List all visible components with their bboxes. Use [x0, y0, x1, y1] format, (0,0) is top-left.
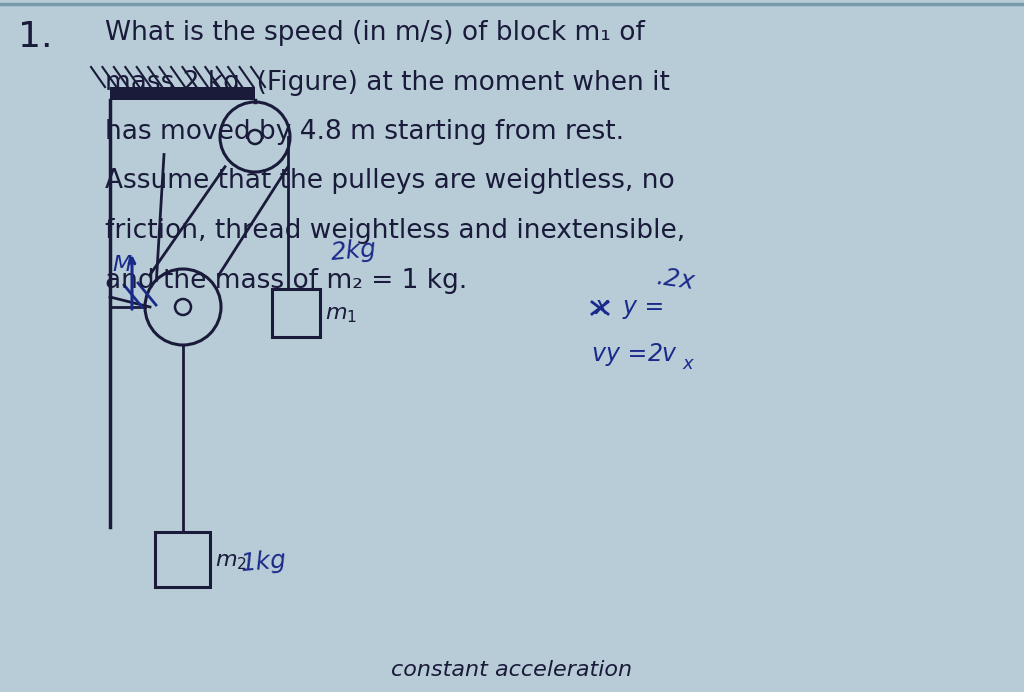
Text: constant acceleration: constant acceleration: [391, 660, 633, 680]
Text: $m_2$: $m_2$: [215, 552, 247, 572]
Text: $m_1$: $m_1$: [325, 305, 357, 325]
Text: and the mass of m₂ = 1 kg.: and the mass of m₂ = 1 kg.: [105, 268, 467, 293]
Text: vy =: vy =: [592, 342, 647, 366]
Text: .2x: .2x: [655, 266, 696, 295]
Text: M: M: [112, 255, 131, 275]
Text: 1kg: 1kg: [240, 548, 288, 576]
Bar: [155, 532, 210, 587]
Text: 1.: 1.: [18, 20, 52, 54]
Text: friction, thread weightless and inextensible,: friction, thread weightless and inextens…: [105, 218, 685, 244]
Text: has moved by 4.8 m starting from rest.: has moved by 4.8 m starting from rest.: [105, 119, 624, 145]
Text: 2kg: 2kg: [330, 237, 378, 265]
Text: x  y =: x y =: [595, 295, 666, 319]
Bar: [272, 289, 319, 337]
Text: 2v: 2v: [648, 342, 677, 366]
Text: x: x: [682, 355, 692, 373]
Text: Assume that the pulleys are weightless, no: Assume that the pulleys are weightless, …: [105, 168, 675, 194]
Bar: [110, 87, 255, 100]
Text: What is the speed (in m/s) of block m₁ of: What is the speed (in m/s) of block m₁ o…: [105, 20, 645, 46]
Text: mass 2 kg  (Figure) at the moment when it: mass 2 kg (Figure) at the moment when it: [105, 69, 670, 95]
